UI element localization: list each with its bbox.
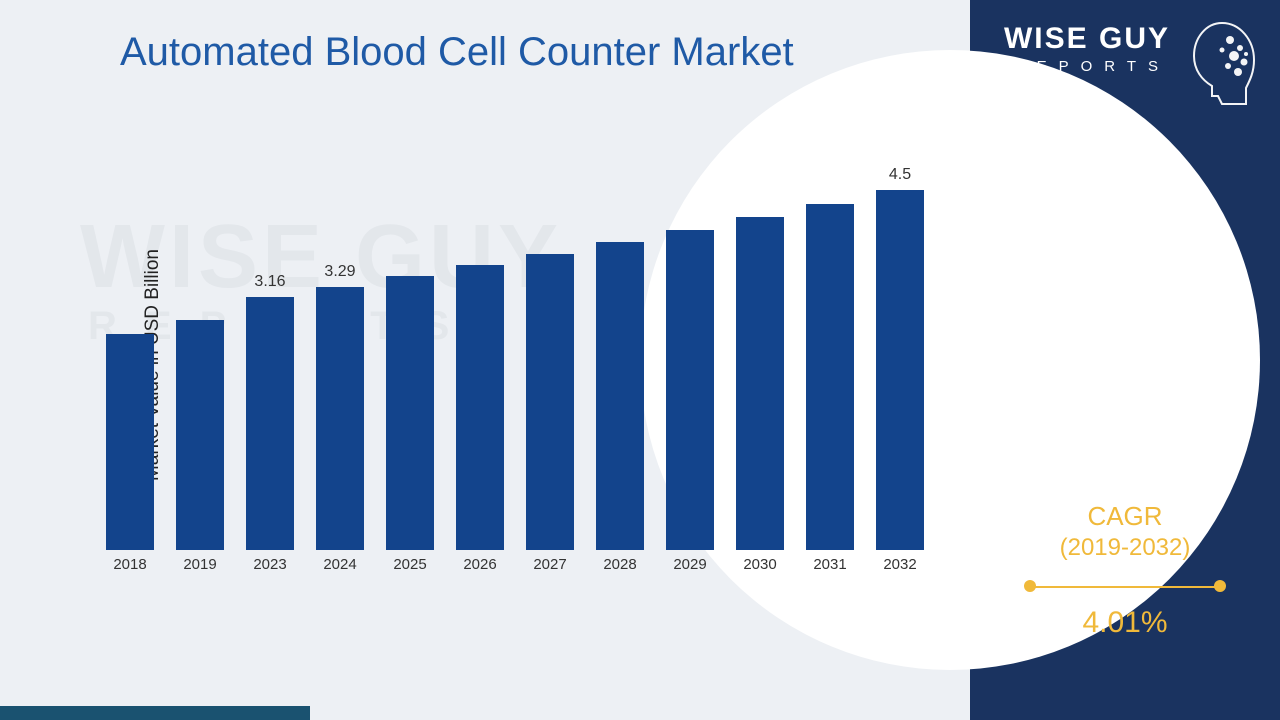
bars-container: 3.16 3.29 4.5 <box>95 150 935 550</box>
cagr-title: CAGR <box>1010 501 1240 532</box>
cagr-period: (2019-2032) <box>1010 534 1240 562</box>
bar <box>806 204 854 550</box>
bar-wrap: 4.5 <box>865 150 935 550</box>
bar <box>666 230 714 550</box>
x-tick-label: 2028 <box>585 556 655 580</box>
bar <box>456 265 504 550</box>
bar-value-label: 3.29 <box>324 263 355 285</box>
bar <box>876 190 924 550</box>
bar <box>736 217 784 550</box>
bar-value-label: 4.5 <box>889 166 911 188</box>
bar-wrap <box>375 150 445 550</box>
bar-chart: Market Value in USD Billion 3.163.294.5 … <box>55 150 935 580</box>
x-tick-label: 2030 <box>725 556 795 580</box>
bar <box>386 276 434 550</box>
bar-wrap <box>725 150 795 550</box>
chart-plot-area: 3.16 3.29 4.5 <box>95 150 935 550</box>
bar <box>246 297 294 550</box>
x-tick-label: 2032 <box>865 556 935 580</box>
bar-value-label: 3.16 <box>254 273 285 295</box>
bar-wrap <box>585 150 655 550</box>
cagr-divider <box>1030 576 1220 596</box>
dot-icon <box>1214 580 1226 592</box>
bar-wrap: 3.16 <box>235 150 305 550</box>
bar <box>316 287 364 550</box>
x-tick-label: 2018 <box>95 556 165 580</box>
bar-wrap <box>165 150 235 550</box>
bar-wrap: 3.29 <box>305 150 375 550</box>
bar <box>176 320 224 550</box>
bar <box>596 242 644 550</box>
x-tick-label: 2024 <box>305 556 375 580</box>
x-axis-labels: 2018201920232024202520262027202820292030… <box>95 556 935 580</box>
page-root: WISE GUY REPORTS Automated Blood Cell Co… <box>0 0 1280 720</box>
x-tick-label: 2031 <box>795 556 865 580</box>
logo-text: WISE GUY REPORTS <box>1004 22 1170 75</box>
bar-wrap <box>95 150 165 550</box>
cagr-box: CAGR (2019-2032) 4.01% <box>1010 501 1240 640</box>
x-tick-label: 2025 <box>375 556 445 580</box>
x-tick-label: 2029 <box>655 556 725 580</box>
bar <box>526 254 574 550</box>
logo-line2: REPORTS <box>1004 58 1170 75</box>
logo-head-icon <box>1182 18 1262 108</box>
x-tick-label: 2019 <box>165 556 235 580</box>
x-tick-label: 2023 <box>235 556 305 580</box>
cagr-value: 4.01% <box>1010 606 1240 640</box>
x-tick-label: 2026 <box>445 556 515 580</box>
bar-wrap <box>515 150 585 550</box>
bar <box>106 334 154 550</box>
logo-line1: WISE GUY <box>1004 22 1170 56</box>
chart-title: Automated Blood Cell Counter Market <box>120 30 794 75</box>
bar-wrap <box>795 150 865 550</box>
bar-wrap <box>445 150 515 550</box>
footer-accent-bar <box>0 706 310 720</box>
dot-icon <box>1024 580 1036 592</box>
x-tick-label: 2027 <box>515 556 585 580</box>
bar-wrap <box>655 150 725 550</box>
